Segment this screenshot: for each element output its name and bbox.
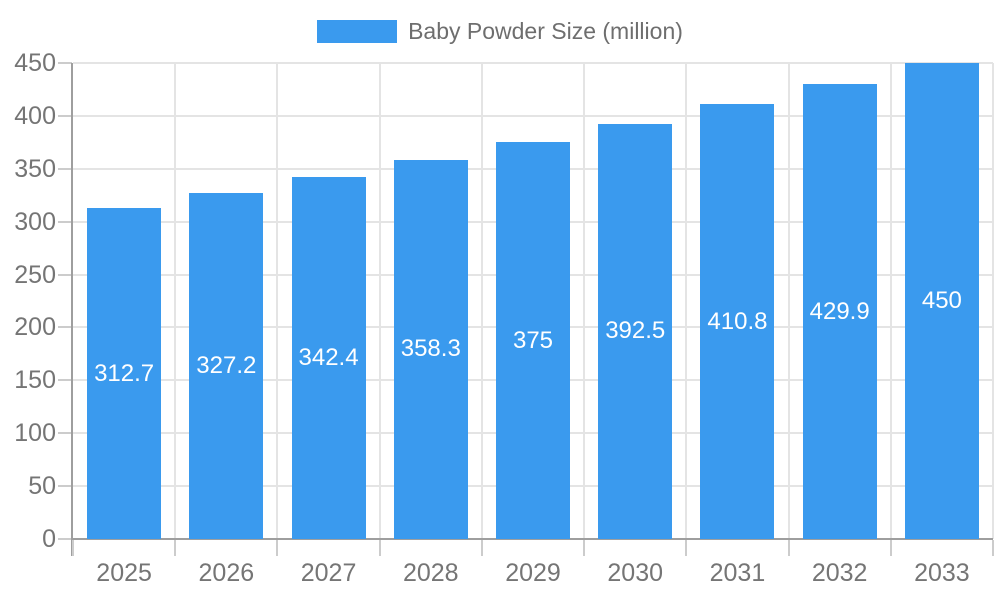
- y-axis-label: 100: [14, 419, 56, 448]
- x-gridline: [787, 63, 790, 539]
- bar-value-label: 375: [512, 326, 554, 354]
- y-axis-tick: [58, 220, 72, 223]
- bar-value-label: 410.8: [707, 307, 768, 335]
- x-axis-label: 2033: [914, 559, 970, 587]
- bar-value-label: 392.5: [605, 317, 666, 345]
- x-gridline: [378, 63, 381, 539]
- bar: [496, 142, 570, 539]
- bar: [291, 176, 366, 539]
- bar-value-label: 429.9: [809, 297, 870, 325]
- bar: [393, 159, 468, 539]
- bar: [87, 208, 162, 539]
- x-axis-tick: [378, 540, 381, 556]
- y-axis-tick: [58, 62, 72, 64]
- y-axis-tick: [58, 379, 72, 382]
- y-axis-tick: [58, 167, 72, 170]
- bar: [802, 84, 877, 539]
- x-axis-tick: [174, 540, 177, 556]
- x-axis-tick: [889, 540, 892, 556]
- x-gridline: [480, 63, 483, 539]
- y-axis-label: 250: [14, 260, 56, 289]
- bar: [598, 123, 673, 539]
- y-axis-label: 0: [42, 525, 56, 553]
- x-gridline: [276, 63, 279, 539]
- y-axis-label: 150: [14, 366, 56, 395]
- x-axis-tick: [992, 540, 994, 556]
- x-axis-tick: [787, 540, 790, 556]
- y-axis-label: 200: [14, 313, 56, 342]
- x-axis-label: 2029: [505, 559, 561, 587]
- y-axis-label: 350: [14, 154, 56, 183]
- x-gridline: [583, 63, 586, 539]
- bar: [904, 63, 979, 539]
- x-axis-label: 2030: [607, 559, 664, 587]
- bar-value-label: 342.4: [298, 343, 359, 371]
- x-axis-label: 2031: [709, 559, 766, 587]
- y-axis-label: 300: [14, 207, 56, 236]
- y-axis-tick: [58, 538, 72, 540]
- bar: [700, 104, 775, 539]
- x-axis-label: 2032: [811, 559, 868, 587]
- y-axis-label: 50: [28, 472, 56, 501]
- bar-value-label: 327.2: [196, 351, 257, 379]
- x-axis-tick: [480, 540, 483, 556]
- x-axis-line: [71, 538, 993, 540]
- y-axis-tick: [58, 273, 72, 276]
- y-gridline: [73, 62, 993, 64]
- x-axis-label: 2025: [96, 559, 152, 587]
- y-axis-label: 400: [14, 101, 56, 130]
- x-axis-label: 2026: [198, 559, 255, 587]
- x-axis-tick: [276, 540, 279, 556]
- y-axis-tick: [58, 432, 72, 435]
- y-axis-tick: [58, 485, 72, 488]
- x-gridline: [174, 63, 177, 539]
- x-gridline: [992, 63, 994, 539]
- bar: [189, 192, 264, 539]
- bar-value-label: 450: [921, 287, 962, 314]
- y-axis-tick: [58, 114, 72, 117]
- y-axis-line: [71, 63, 73, 556]
- y-axis-label: 450: [14, 49, 56, 77]
- bar-value-label: 312.7: [94, 359, 155, 387]
- legend-swatch: [317, 19, 398, 43]
- x-axis-label: 2027: [300, 559, 357, 587]
- x-axis-tick: [583, 540, 586, 556]
- chart-legend[interactable]: Baby Powder Size (million): [0, 17, 1000, 44]
- x-axis-tick: [72, 540, 74, 556]
- y-axis-tick: [58, 326, 72, 329]
- x-gridline: [889, 63, 892, 539]
- bar-value-label: 358.3: [400, 335, 461, 363]
- y-gridline: [73, 114, 993, 117]
- x-axis-tick: [685, 540, 688, 556]
- legend-label: Baby Powder Size (million): [408, 17, 683, 44]
- x-axis-label: 2028: [402, 559, 459, 587]
- x-gridline: [685, 63, 688, 539]
